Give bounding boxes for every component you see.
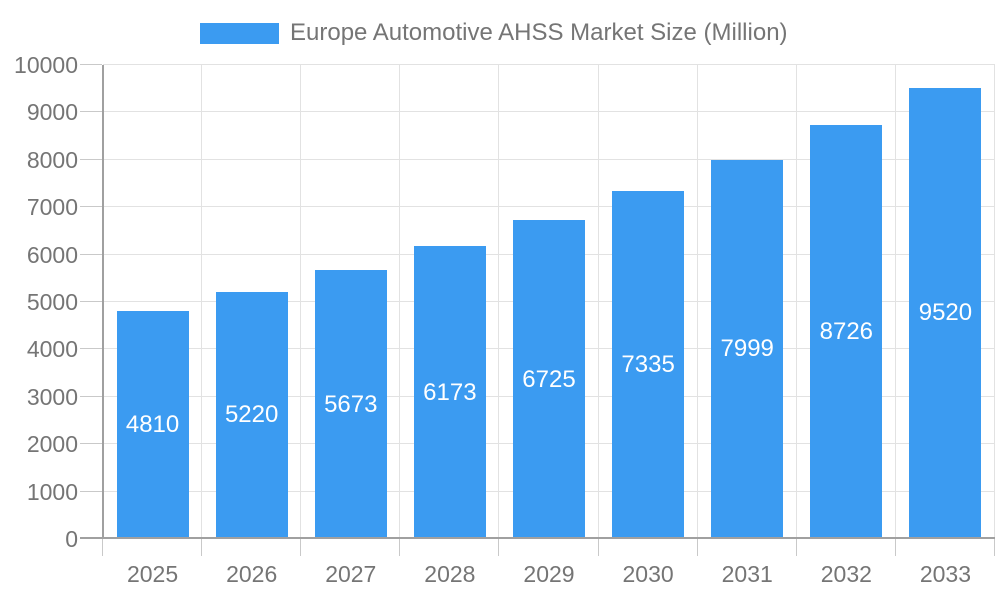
x-axis-tick bbox=[300, 539, 302, 556]
y-axis-tick bbox=[80, 443, 102, 445]
y-axis-tick bbox=[80, 253, 102, 255]
gridline-horizontal bbox=[103, 206, 995, 208]
x-axis-tick bbox=[102, 539, 103, 556]
bar-value-label: 7999 bbox=[720, 335, 774, 363]
x-axis-category-label: 2033 bbox=[919, 561, 972, 587]
bar-value-label: 6725 bbox=[522, 365, 576, 393]
y-axis-tick-label: 2000 bbox=[26, 431, 78, 458]
y-axis-tick bbox=[80, 64, 102, 65]
x-axis-tick bbox=[399, 539, 401, 556]
y-axis-tick-label: 9000 bbox=[26, 99, 78, 126]
gridline-vertical bbox=[201, 65, 203, 539]
gridline-vertical bbox=[300, 65, 302, 539]
x-axis-category-label: 2030 bbox=[622, 561, 674, 587]
bar-2029[interactable]: 6725 bbox=[513, 220, 585, 539]
x-axis-tick bbox=[994, 539, 995, 556]
x-axis-line bbox=[80, 537, 995, 539]
y-axis-tick bbox=[80, 206, 102, 208]
bar-2027[interactable]: 5673 bbox=[314, 270, 387, 539]
gridline-vertical bbox=[795, 65, 797, 539]
x-axis-category-label: 2031 bbox=[721, 561, 773, 587]
y-axis-tick bbox=[80, 158, 102, 160]
bar-value-label: 8726 bbox=[819, 318, 874, 346]
y-axis-tick-label: 4000 bbox=[26, 336, 78, 363]
x-axis-tick bbox=[795, 539, 797, 556]
gridline-horizontal bbox=[103, 111, 995, 113]
y-axis-tick-label: 0 bbox=[65, 526, 78, 552]
bar-value-label: 4810 bbox=[125, 410, 180, 438]
gridline-vertical bbox=[696, 65, 698, 539]
y-axis-line bbox=[102, 65, 104, 539]
y-axis-tick bbox=[80, 490, 102, 492]
bar-2026[interactable]: 5220 bbox=[215, 291, 288, 539]
y-axis-tick bbox=[80, 348, 102, 350]
gridline-horizontal bbox=[103, 64, 995, 65]
y-axis-tick bbox=[80, 111, 102, 113]
x-axis-tick bbox=[498, 539, 500, 556]
y-axis-tick-label: 8000 bbox=[26, 146, 78, 173]
y-axis-tick-label: 3000 bbox=[26, 383, 78, 410]
bar-2028[interactable]: 6173 bbox=[413, 246, 486, 539]
x-axis-category-label: 2028 bbox=[424, 561, 476, 587]
y-axis-tick-label: 10000 bbox=[14, 52, 78, 78]
x-axis-tick bbox=[696, 539, 698, 556]
bar-2031[interactable]: 7999 bbox=[711, 159, 784, 539]
gridline-vertical bbox=[894, 65, 896, 539]
bar-value-label: 9520 bbox=[918, 299, 973, 327]
x-axis-category-label: 2027 bbox=[325, 561, 377, 587]
bar-value-label: 6173 bbox=[423, 378, 477, 406]
legend-swatch-icon[interactable] bbox=[200, 23, 279, 44]
x-axis-category-label: 2026 bbox=[226, 561, 278, 587]
bar-value-label: 5673 bbox=[324, 390, 378, 418]
y-axis-tick-label: 5000 bbox=[26, 289, 78, 315]
gridline-horizontal bbox=[103, 158, 995, 160]
gridline-vertical bbox=[399, 65, 401, 539]
bar-2032[interactable]: 8726 bbox=[810, 125, 883, 539]
y-axis-tick bbox=[80, 301, 102, 302]
y-axis-tick bbox=[80, 395, 102, 397]
bar-2025[interactable]: 4810 bbox=[116, 311, 189, 539]
x-axis-category-label: 2032 bbox=[820, 561, 872, 587]
gridline-vertical bbox=[597, 65, 599, 539]
bar-2033[interactable]: 9520 bbox=[909, 87, 982, 539]
x-axis-tick bbox=[894, 539, 896, 556]
y-axis-tick-label: 7000 bbox=[26, 194, 78, 221]
bar-value-label: 7335 bbox=[621, 351, 675, 379]
gridline-vertical bbox=[994, 65, 995, 539]
y-axis-tick-label: 6000 bbox=[26, 241, 78, 268]
y-axis-tick-label: 1000 bbox=[26, 478, 78, 505]
plot-area: 4810 2025 5220 2026 5673 2027 6173 2028 6725 2029… bbox=[80, 64, 995, 587]
x-axis-tick bbox=[201, 539, 203, 556]
bar-value-label: 5220 bbox=[224, 401, 279, 429]
x-axis-category-label: 2025 bbox=[126, 561, 179, 587]
x-axis-tick bbox=[597, 539, 599, 556]
legend-label[interactable]: Europe Automotive AHSS Market Size (Mill… bbox=[290, 19, 788, 46]
gridline-vertical bbox=[498, 65, 500, 539]
x-axis-category-label: 2029 bbox=[523, 561, 575, 587]
bar-2030[interactable]: 7335 bbox=[612, 191, 685, 539]
